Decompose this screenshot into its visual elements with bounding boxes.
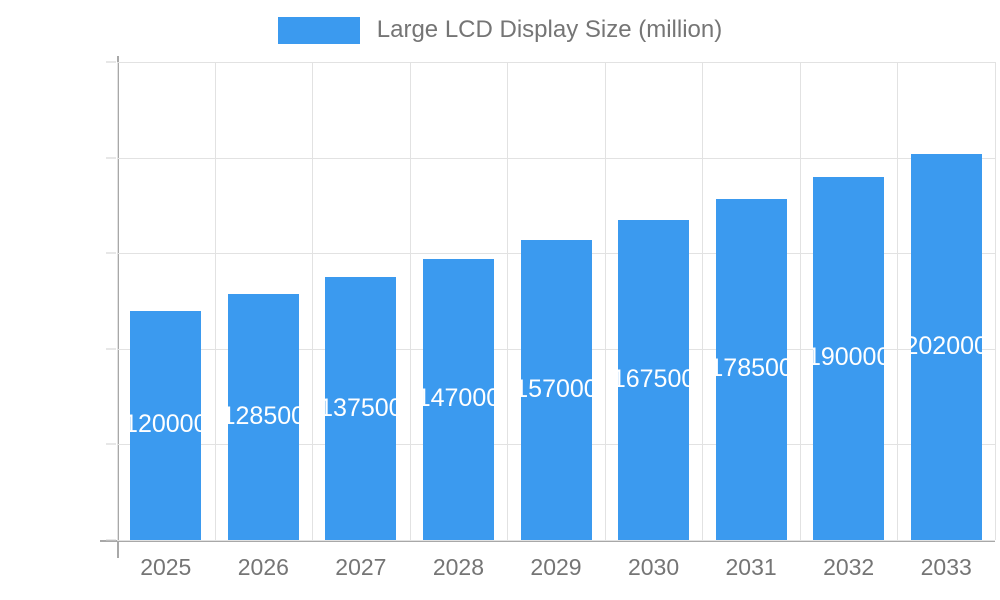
gridline-vertical [605,62,606,540]
bar[interactable] [130,310,202,540]
legend-label: Large LCD Display Size (million) [376,16,723,43]
y-axis-tick-mark [106,157,116,159]
y-axis-tick-mark [106,539,116,541]
gridline-horizontal [117,157,995,159]
gridline-vertical [995,62,996,540]
y-axis-tick-mark [106,61,116,63]
chart-legend: Large LCD Display Size (million) [0,12,1000,48]
bar-clip: 157000 [520,239,592,540]
bar-column[interactable]: 178500 [715,62,787,540]
x-axis-tick-label: 2029 [530,554,582,580]
bar[interactable] [910,153,982,540]
gridline-vertical [507,62,508,540]
bar-column[interactable]: 157000 [520,62,592,540]
x-axis-tick-label: 2027 [335,554,387,580]
gridline-vertical [312,62,313,540]
bar-clip: 137500 [325,277,397,540]
x-axis-tick-label: 2032 [823,554,875,580]
gridline-vertical [800,62,801,540]
gridline-horizontal [117,62,995,63]
bar-column[interactable]: 190000 [813,62,885,540]
gridline-horizontal [117,540,995,541]
bar-clip: 128500 [227,294,299,540]
gridline-vertical [897,62,898,540]
bar-clip: 147000 [422,258,494,540]
x-axis-tick-label: 2028 [432,554,485,580]
bar[interactable] [227,294,299,540]
legend-swatch-icon [277,16,360,44]
x-axis-tick-label: 2033 [920,554,972,580]
bar-column[interactable]: 167500 [618,62,690,540]
bar[interactable] [618,219,690,540]
bar[interactable] [422,258,494,540]
gridline-vertical [410,62,411,540]
bar[interactable] [325,277,397,540]
y-axis-tick-mark [106,443,116,445]
y-axis-tick-mark [106,252,116,254]
bar-clip: 178500 [715,198,787,540]
bar-column[interactable]: 137500 [325,62,397,540]
gridline-vertical [117,62,118,540]
gridline-vertical [702,62,703,540]
bar[interactable] [715,198,787,540]
x-axis-tick-label: 2025 [140,554,192,580]
x-axis-tick-label: 2030 [627,554,680,580]
bar-clip: 202000 [910,153,982,540]
bar[interactable] [520,239,592,540]
x-axis-line [100,540,995,542]
x-axis-tick-label: 2031 [725,554,777,580]
bar-column[interactable]: 147000 [422,62,494,540]
gridline-vertical [215,62,216,540]
plot-area: 050000100000150000200000250000 120000128… [106,61,996,541]
bar[interactable] [813,176,885,540]
y-axis-line [117,56,119,558]
bar-clip: 120000 [130,310,202,540]
bar-column[interactable]: 120000 [130,62,202,540]
bar-clip: 167500 [618,219,690,540]
bar-column[interactable]: 202000 [910,62,982,540]
bar-clip: 190000 [813,176,885,540]
bar-column[interactable]: 128500 [227,62,299,540]
x-axis-tick-label: 2026 [237,554,289,580]
y-axis-tick-mark [106,348,116,350]
legend-item-large-lcd-display-size[interactable]: Large LCD Display Size (million) [277,16,723,44]
